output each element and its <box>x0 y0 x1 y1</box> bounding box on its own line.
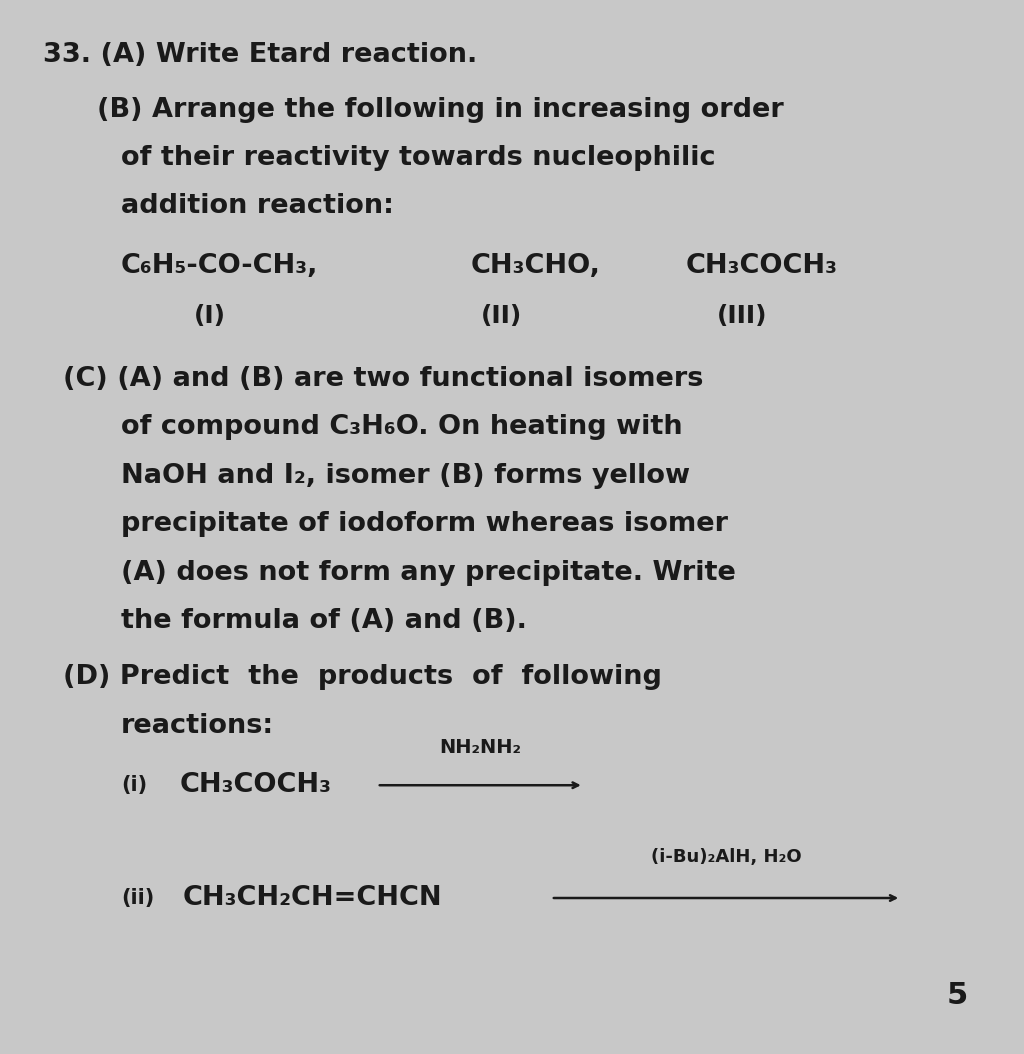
Text: (A) does not form any precipitate. Write: (A) does not form any precipitate. Write <box>121 560 735 586</box>
Text: C₆H₅-CO-CH₃,: C₆H₅-CO-CH₃, <box>121 253 318 279</box>
Text: precipitate of iodoform whereas isomer: precipitate of iodoform whereas isomer <box>121 511 728 538</box>
Text: (II): (II) <box>481 304 522 328</box>
Text: (i-Bu)₂AlH, H₂O: (i-Bu)₂AlH, H₂O <box>650 848 802 866</box>
Text: (I): (I) <box>194 304 226 328</box>
Text: 5: 5 <box>946 980 968 1010</box>
Text: CH₃COCH₃: CH₃COCH₃ <box>686 253 838 279</box>
Text: NH₂NH₂: NH₂NH₂ <box>439 738 521 757</box>
Text: (ii): (ii) <box>121 889 154 907</box>
Text: (B) Arrange the following in increasing order: (B) Arrange the following in increasing … <box>97 97 784 123</box>
Text: addition reaction:: addition reaction: <box>121 193 393 219</box>
Text: (C) (A) and (B) are two functional isomers: (C) (A) and (B) are two functional isome… <box>63 366 703 392</box>
Text: (D) Predict  the  products  of  following: (D) Predict the products of following <box>63 664 663 690</box>
Text: reactions:: reactions: <box>121 713 274 739</box>
Text: 33. (A) Write Etard reaction.: 33. (A) Write Etard reaction. <box>43 42 477 69</box>
Text: the formula of (A) and (B).: the formula of (A) and (B). <box>121 608 526 635</box>
Text: (i): (i) <box>121 776 147 795</box>
Text: (III): (III) <box>717 304 768 328</box>
Text: of compound C₃H₆O. On heating with: of compound C₃H₆O. On heating with <box>121 414 682 441</box>
Text: CH₃CH₂CH=CHCN: CH₃CH₂CH=CHCN <box>182 885 442 911</box>
Text: NaOH and I₂, isomer (B) forms yellow: NaOH and I₂, isomer (B) forms yellow <box>121 463 690 489</box>
Text: CH₃COCH₃: CH₃COCH₃ <box>179 773 331 798</box>
Text: of their reactivity towards nucleophilic: of their reactivity towards nucleophilic <box>121 145 716 172</box>
Text: CH₃CHO,: CH₃CHO, <box>471 253 601 279</box>
